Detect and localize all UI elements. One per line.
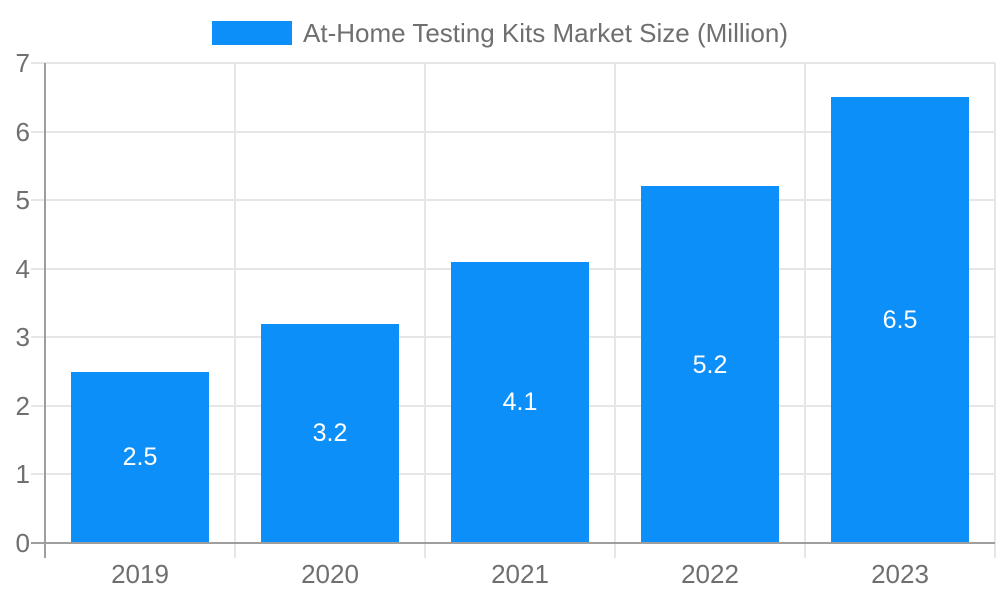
- y-axis-tick: [31, 336, 45, 338]
- bar-value-label: 2.5: [122, 443, 158, 471]
- y-axis-tick: [31, 268, 45, 270]
- bar-value-label: 4.1: [502, 388, 538, 416]
- legend-item[interactable]: At-Home Testing Kits Market Size (Millio…: [0, 16, 1000, 50]
- x-axis-tick-label: 2023: [871, 559, 929, 589]
- x-gridline: [424, 63, 426, 558]
- x-axis-line: [44, 542, 995, 544]
- y-gridline: [45, 199, 995, 201]
- x-axis-tick-label: 2021: [491, 559, 549, 589]
- legend-swatch: [212, 21, 292, 45]
- y-axis-line: [44, 63, 46, 558]
- bar-value-label: 6.5: [882, 306, 918, 334]
- y-axis-tick: [31, 62, 45, 64]
- y-axis-tick-label: 3: [15, 322, 30, 352]
- bar[interactable]: [451, 262, 589, 543]
- bar[interactable]: [641, 186, 779, 543]
- x-gridline: [234, 63, 236, 558]
- bar[interactable]: [71, 372, 209, 543]
- bar[interactable]: [261, 324, 399, 543]
- y-axis-tick-label: 5: [15, 185, 30, 215]
- x-axis-tick-label: 2022: [681, 559, 739, 589]
- bar-value-label: 3.2: [312, 419, 348, 447]
- bar-value-label: 5.2: [692, 351, 728, 379]
- y-axis-tick: [31, 542, 45, 544]
- y-axis-tick-label: 0: [15, 528, 30, 558]
- y-axis-tick: [31, 405, 45, 407]
- x-axis-tick-label: 2020: [301, 559, 359, 589]
- y-gridline: [45, 62, 995, 64]
- y-gridline: [45, 131, 995, 133]
- y-axis-tick-label: 6: [15, 117, 30, 147]
- x-gridline: [994, 63, 996, 558]
- x-axis-tick-label: 2019: [111, 559, 169, 589]
- y-axis-tick: [31, 199, 45, 201]
- y-axis-tick-label: 2: [15, 391, 30, 421]
- bar[interactable]: [831, 97, 969, 543]
- y-axis-tick: [31, 131, 45, 133]
- x-gridline: [614, 63, 616, 558]
- y-axis-tick-label: 1: [15, 459, 30, 489]
- y-axis-tick-label: 4: [15, 254, 30, 284]
- x-gridline: [804, 63, 806, 558]
- legend-label: At-Home Testing Kits Market Size (Millio…: [303, 18, 788, 48]
- y-axis-tick: [31, 473, 45, 475]
- y-axis-tick-label: 7: [15, 48, 30, 78]
